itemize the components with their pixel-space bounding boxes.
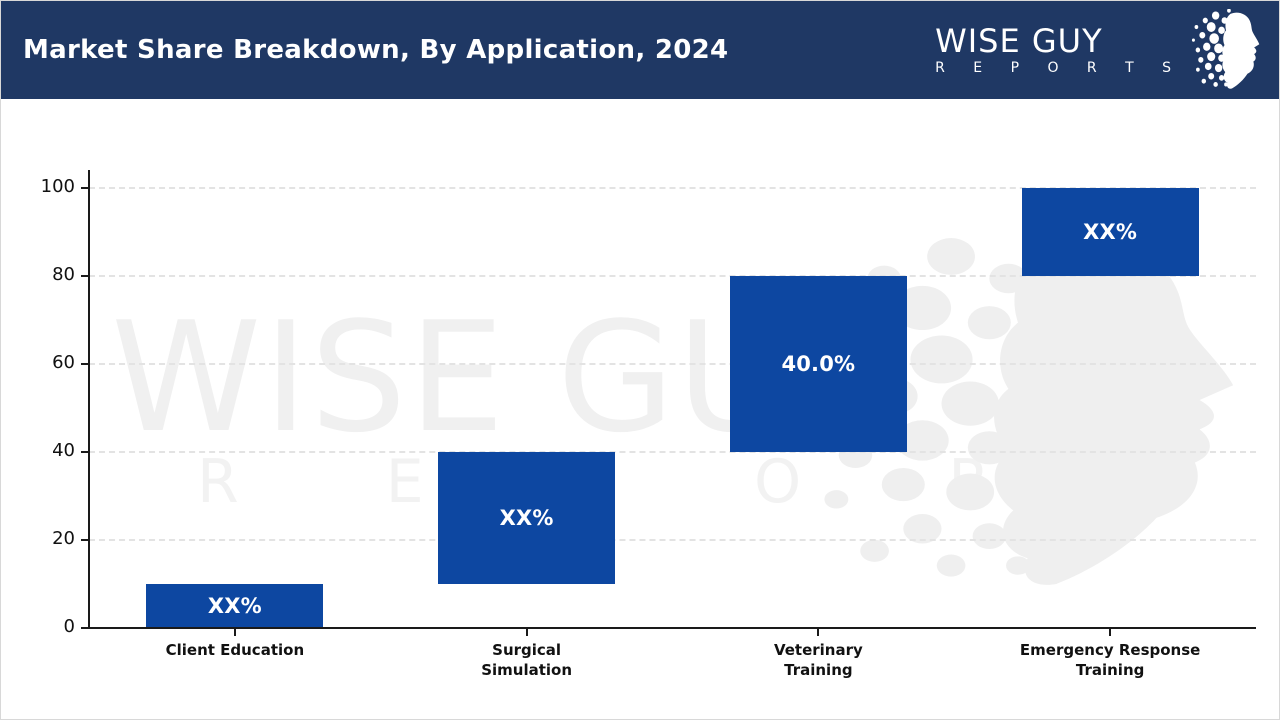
bar-value-label: XX% xyxy=(207,594,262,618)
y-tick-label: 0 xyxy=(63,616,75,637)
y-axis xyxy=(88,170,90,629)
bar-value-label: XX% xyxy=(499,506,554,530)
y-tick-mark xyxy=(81,363,89,365)
x-tick-label-line: Client Education xyxy=(165,641,305,659)
x-tick-label-line: Veterinary xyxy=(773,641,863,659)
y-tick-label: 60 xyxy=(52,352,75,373)
x-tick-label-line: Training xyxy=(1075,661,1145,679)
bar: XX% xyxy=(1021,188,1199,276)
y-tick-mark xyxy=(81,451,89,453)
bar-value-label: XX% xyxy=(1083,220,1138,244)
x-tick-label: Veterinary Training xyxy=(668,640,968,680)
x-tick-label-line: Simulation xyxy=(481,661,573,679)
y-tick-label: 100 xyxy=(40,176,75,197)
y-tick-label: 40 xyxy=(52,440,75,461)
bar: 40.0% xyxy=(729,276,907,452)
bar: XX% xyxy=(146,584,324,628)
bar: XX% xyxy=(438,452,616,584)
y-tick-mark xyxy=(81,539,89,541)
x-axis xyxy=(88,627,1256,629)
y-tick-mark xyxy=(81,627,89,629)
y-tick-mark xyxy=(81,275,89,277)
brand-logo: WISE GUY R E P O R T S xyxy=(935,1,1263,99)
gridline xyxy=(89,539,1256,541)
gridline xyxy=(89,363,1256,365)
y-tick-mark xyxy=(81,187,89,189)
brand-subname: R E P O R T S xyxy=(935,60,1183,76)
x-tick-label: Client Education xyxy=(85,640,385,660)
brand-logo-text: WISE GUY R E P O R T S xyxy=(935,24,1183,76)
x-tick-label: Emergency Response Training xyxy=(960,640,1260,680)
x-tick-label: Surgical Simulation xyxy=(377,640,677,680)
page-title: Market Share Breakdown, By Application, … xyxy=(23,35,729,65)
x-tick-label-line: Training xyxy=(784,661,853,679)
bar-value-label: 40.0% xyxy=(781,352,856,376)
x-tick-mark xyxy=(525,628,528,636)
x-tick-mark xyxy=(817,628,820,636)
chart-area: WISE GUY R E P O R T S 020406080100XX%Cl… xyxy=(1,99,1279,719)
x-tick-mark xyxy=(233,628,236,636)
brand-name: WISE GUY xyxy=(935,22,1103,60)
x-tick-label-line: Surgical xyxy=(492,641,562,659)
gridline xyxy=(89,451,1256,453)
header-bar: Market Share Breakdown, By Application, … xyxy=(1,1,1279,99)
y-tick-label: 80 xyxy=(52,264,75,285)
x-tick-label-line: Emergency Response xyxy=(1019,641,1201,659)
x-tick-mark xyxy=(1109,628,1112,636)
gridline xyxy=(89,275,1256,277)
y-tick-label: 20 xyxy=(52,528,75,549)
gridline xyxy=(89,187,1256,189)
wiseguy-head-icon xyxy=(1191,9,1260,89)
